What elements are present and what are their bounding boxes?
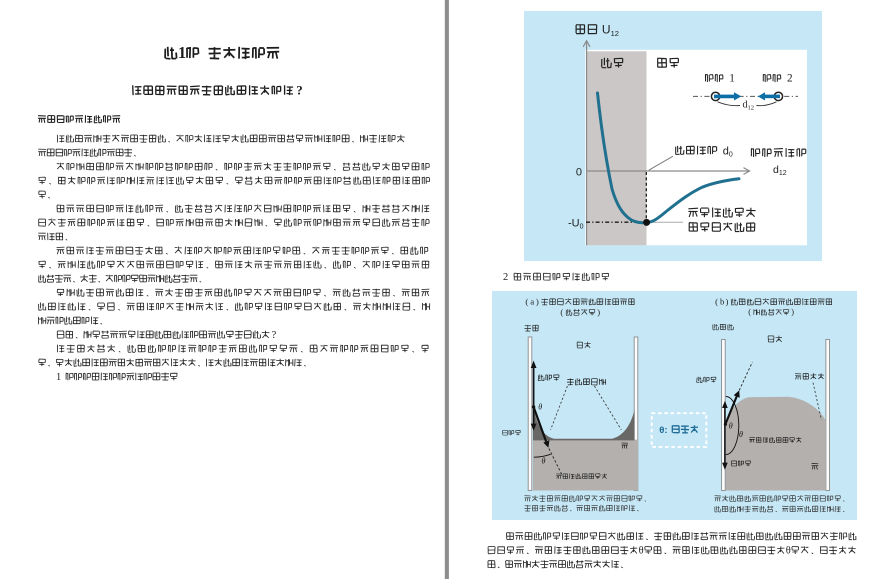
svg-text:0: 0 bbox=[576, 167, 582, 179]
svg-text:?: ? bbox=[296, 83, 302, 97]
svg-text:(: ( bbox=[560, 307, 563, 317]
svg-text:2: 2 bbox=[503, 272, 508, 283]
svg-text:θ: θ bbox=[538, 403, 542, 412]
svg-text:a: a bbox=[530, 297, 534, 307]
svg-text:(: ( bbox=[525, 297, 528, 307]
svg-text:1: 1 bbox=[729, 73, 735, 85]
svg-text:θ: θ bbox=[739, 430, 743, 439]
svg-text:): ) bbox=[791, 308, 794, 317]
svg-text:θ: θ bbox=[729, 422, 733, 431]
svg-text:?: ? bbox=[272, 330, 277, 341]
svg-text:): ) bbox=[597, 307, 600, 317]
svg-text:1: 1 bbox=[178, 43, 186, 62]
svg-text:θ: θ bbox=[639, 545, 644, 556]
svg-text:): ) bbox=[726, 297, 729, 307]
svg-text:(: ( bbox=[715, 297, 718, 307]
svg-text:θ: θ bbox=[786, 545, 791, 556]
svg-text:d12: d12 bbox=[743, 100, 755, 112]
svg-text:d0: d0 bbox=[723, 146, 733, 159]
svg-text:1: 1 bbox=[56, 372, 61, 383]
svg-text:(: ( bbox=[748, 308, 751, 317]
svg-text:): ) bbox=[536, 297, 539, 307]
svg-text:b: b bbox=[720, 297, 725, 307]
svg-text:θ:: θ: bbox=[659, 425, 667, 436]
svg-text:2: 2 bbox=[787, 73, 793, 85]
svg-text:θ: θ bbox=[542, 457, 546, 466]
